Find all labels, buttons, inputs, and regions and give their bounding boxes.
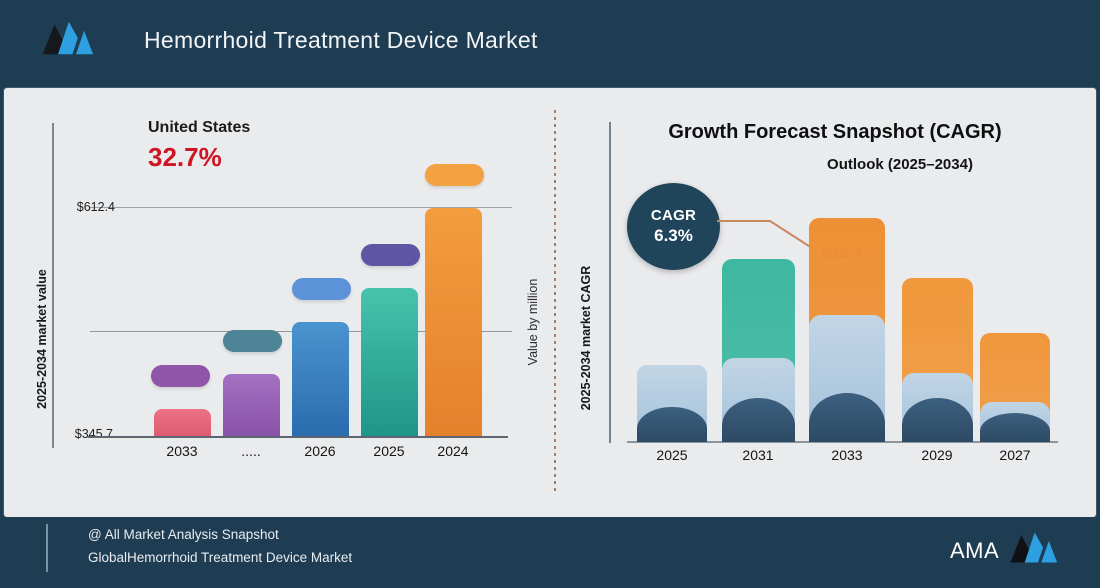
bar-..... bbox=[222, 374, 280, 437]
x-tick-label: 2033 bbox=[166, 443, 198, 459]
x-tick-label: 2033 bbox=[831, 447, 863, 463]
footer-brand-text: AMA bbox=[950, 538, 1000, 563]
ama-logo-icon bbox=[1010, 532, 1058, 563]
bar-2024 bbox=[424, 208, 482, 437]
left-chart-region-label: United States bbox=[148, 119, 251, 136]
x-tick-label: 2031 bbox=[742, 447, 774, 463]
segment-base-2033 bbox=[809, 393, 885, 442]
right-chart-y-axis bbox=[609, 122, 611, 443]
page-title: Hemorrhoid Treatment Device Market bbox=[144, 27, 538, 53]
footer-bar: @ All Market Analysis Snapshot GlobalHem… bbox=[0, 517, 1100, 588]
right-chart-subtitle: Outlook (2025–2034) bbox=[827, 156, 973, 173]
cagr-badge-value: 6.3% bbox=[654, 226, 693, 245]
bar-cap-2025 bbox=[360, 244, 420, 266]
left-chart-y-axis bbox=[52, 123, 54, 448]
header-bar: Hemorrhoid Treatment Device Market bbox=[0, 0, 1100, 88]
right-chart-title: Growth Forecast Snapshot (CAGR) bbox=[668, 121, 1002, 143]
footer-separator bbox=[46, 524, 48, 572]
footer-source-line: @ All Market Analysis Snapshot bbox=[88, 527, 279, 542]
left-chart-gridline-top bbox=[90, 207, 512, 208]
bar-2026 bbox=[291, 322, 349, 437]
x-tick-label: 2027 bbox=[999, 447, 1031, 463]
left-chart-x-axis bbox=[88, 436, 508, 438]
callout-connector-line bbox=[717, 220, 813, 249]
segment-base-2029 bbox=[901, 398, 973, 442]
bar-cap-2024 bbox=[424, 164, 484, 186]
left-chart-highlight-percent: 32.7% bbox=[148, 142, 222, 172]
ama-logo-icon bbox=[42, 21, 94, 55]
left-chart-y-axis-label: 2025-2034 market value bbox=[35, 269, 49, 409]
x-tick-label: 2025 bbox=[656, 447, 688, 463]
footer-report-line: GlobalHemorrhoid Treatment Device Market bbox=[88, 550, 353, 565]
x-tick-label: 2029 bbox=[921, 447, 953, 463]
x-tick-label: 2026 bbox=[304, 443, 336, 459]
bar-cap-..... bbox=[222, 330, 282, 352]
bar-2025 bbox=[360, 288, 418, 437]
segment-base-2025 bbox=[637, 407, 707, 442]
bar-2033 bbox=[153, 409, 211, 437]
cagr-badge-label: CAGR bbox=[650, 207, 697, 224]
x-tick-label: 2024 bbox=[437, 443, 469, 459]
bar-cap-2033 bbox=[150, 365, 210, 387]
left-chart-ytick-top: $612.4 bbox=[76, 200, 115, 214]
x-tick-label: 2025 bbox=[373, 443, 405, 459]
panel-divider-dashed bbox=[554, 110, 556, 495]
segment-base-2027 bbox=[980, 413, 1050, 442]
right-chart-y-axis-label: 2025-2034 market CAGR bbox=[579, 265, 593, 411]
segment-base-2031 bbox=[721, 398, 795, 442]
left-chart-right-axis-label: Value by million bbox=[526, 278, 540, 366]
cagr-badge: CAGR 6.3% bbox=[627, 183, 720, 270]
bar-cap-2026 bbox=[291, 278, 351, 300]
x-tick-label: ..... bbox=[241, 443, 261, 459]
